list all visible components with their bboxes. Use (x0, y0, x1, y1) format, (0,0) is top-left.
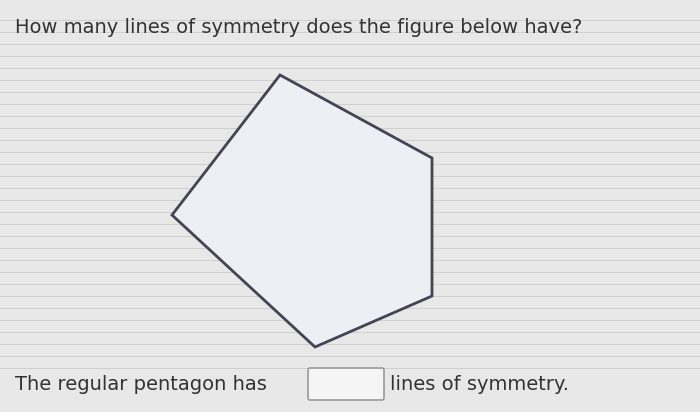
Text: lines of symmetry.: lines of symmetry. (390, 375, 569, 393)
Text: How many lines of symmetry does the figure below have?: How many lines of symmetry does the figu… (15, 18, 582, 37)
FancyBboxPatch shape (308, 368, 384, 400)
Text: The regular pentagon has: The regular pentagon has (15, 375, 273, 393)
Polygon shape (172, 75, 432, 347)
